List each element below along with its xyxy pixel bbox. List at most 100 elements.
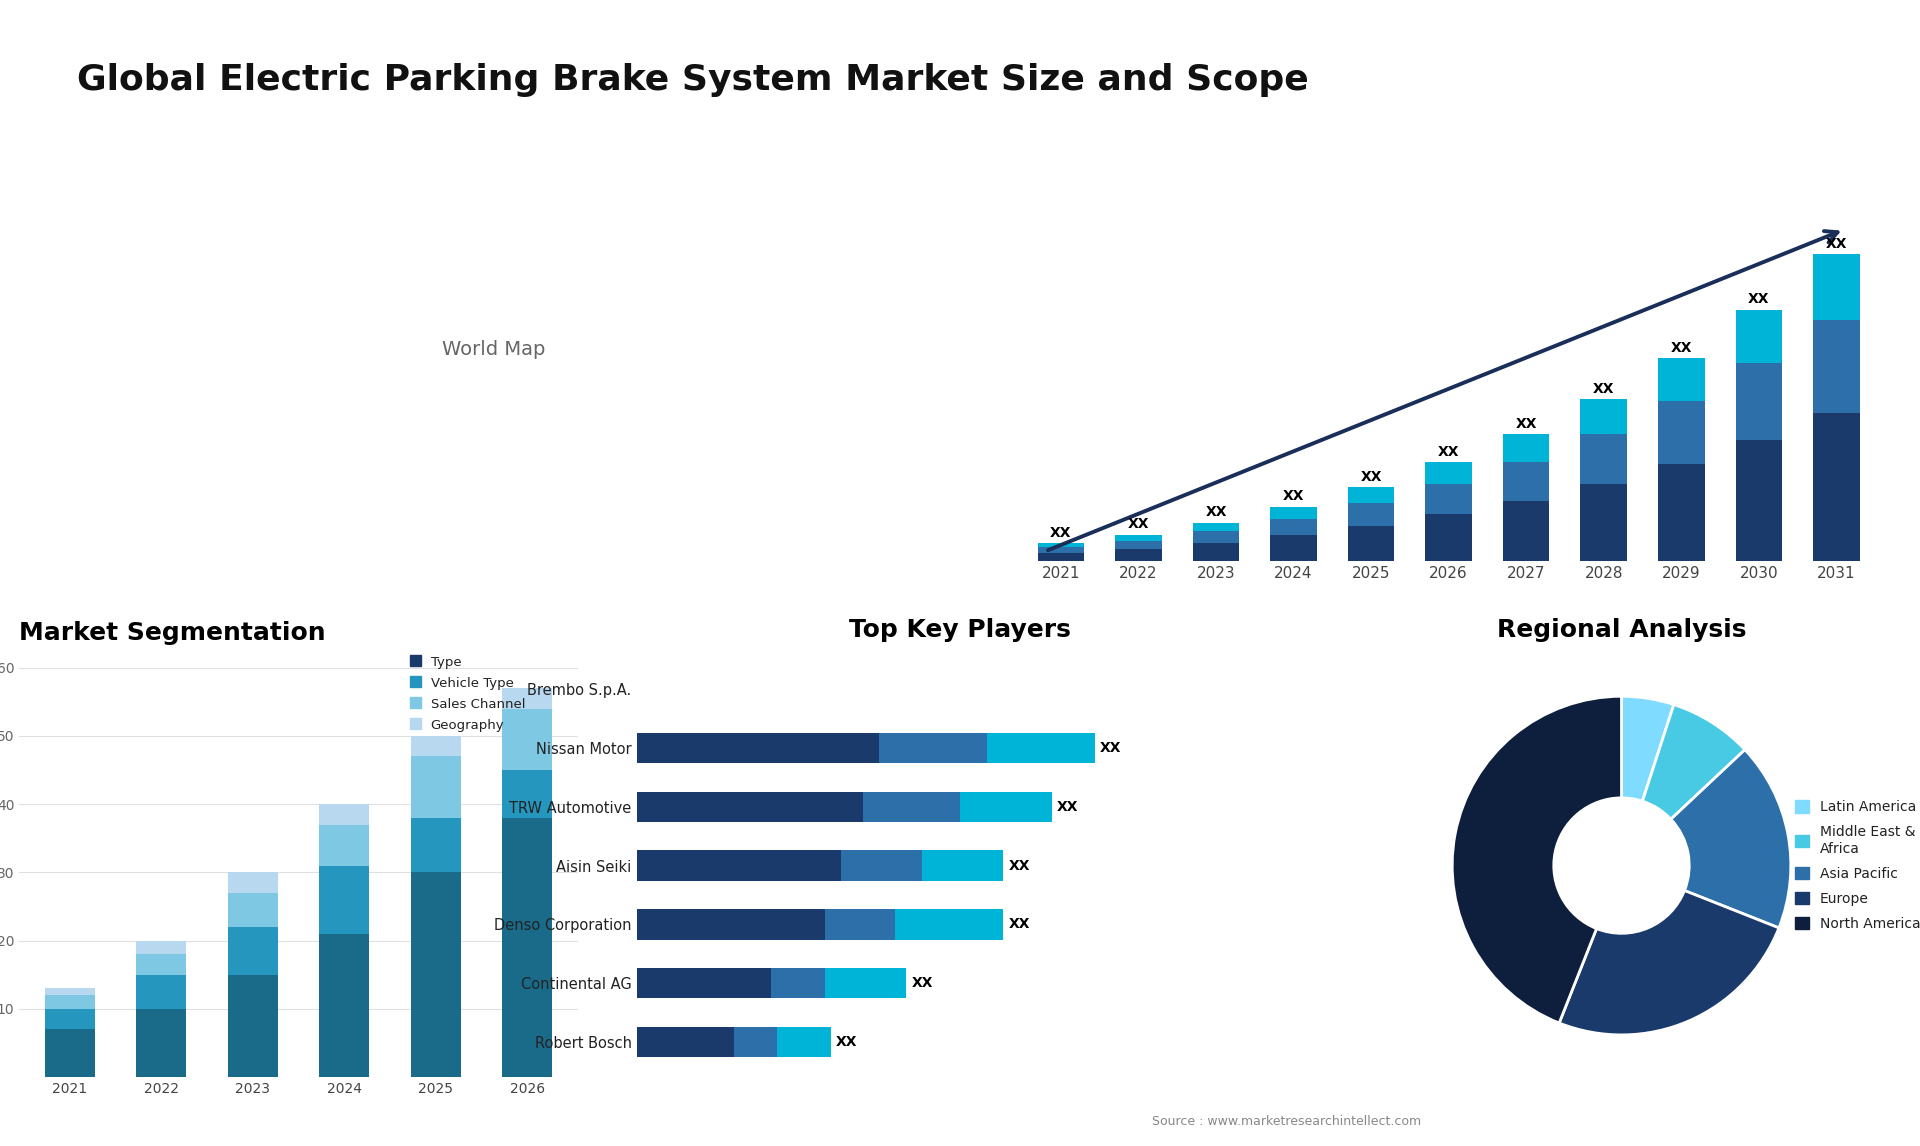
Bar xyxy=(922,850,1002,881)
Bar xyxy=(44,996,94,1008)
Bar xyxy=(136,941,186,955)
Bar xyxy=(1659,401,1705,464)
Bar xyxy=(637,732,879,763)
Bar xyxy=(1659,464,1705,560)
Text: XX: XX xyxy=(1283,489,1304,503)
Bar xyxy=(44,1029,94,1077)
Bar xyxy=(637,850,841,881)
Text: XX: XX xyxy=(1361,470,1382,484)
Title: Regional Analysis: Regional Analysis xyxy=(1498,619,1747,642)
Bar xyxy=(841,850,922,881)
Bar xyxy=(228,927,278,975)
Bar xyxy=(1037,552,1085,560)
Bar xyxy=(411,872,461,1077)
Bar xyxy=(1037,548,1085,552)
Bar xyxy=(319,804,369,825)
Text: XX: XX xyxy=(1058,800,1079,814)
Bar xyxy=(1503,434,1549,462)
Bar xyxy=(1503,501,1549,560)
Text: World Map: World Map xyxy=(442,339,545,359)
Text: Market Segmentation: Market Segmentation xyxy=(19,621,326,645)
Bar xyxy=(319,934,369,1077)
Bar xyxy=(44,989,94,996)
Bar xyxy=(826,968,906,998)
Bar xyxy=(1271,519,1317,535)
Text: XX: XX xyxy=(1050,526,1071,540)
Bar xyxy=(1192,532,1238,543)
Bar xyxy=(1037,543,1085,548)
Bar xyxy=(1192,543,1238,560)
Bar xyxy=(895,909,1002,940)
Bar xyxy=(228,872,278,893)
Bar xyxy=(1116,541,1162,549)
Text: XX: XX xyxy=(1008,918,1029,932)
Bar xyxy=(1116,535,1162,541)
Bar xyxy=(411,818,461,872)
Text: XX: XX xyxy=(912,976,933,990)
Bar xyxy=(411,756,461,818)
Bar xyxy=(960,792,1052,822)
Text: XX: XX xyxy=(835,1035,858,1049)
Bar xyxy=(1425,513,1473,560)
Bar xyxy=(1580,484,1626,560)
Bar xyxy=(1580,434,1626,484)
Bar xyxy=(1348,526,1394,560)
Bar xyxy=(1503,462,1549,501)
Text: XX: XX xyxy=(1100,741,1121,755)
Bar xyxy=(1736,309,1782,363)
Legend: Type, Vehicle Type, Sales Channel, Geography: Type, Vehicle Type, Sales Channel, Geogr… xyxy=(405,652,530,736)
Bar xyxy=(411,736,461,756)
Text: Source : www.marketresearchintellect.com: Source : www.marketresearchintellect.com xyxy=(1152,1115,1421,1129)
Bar xyxy=(319,825,369,865)
Bar xyxy=(987,732,1094,763)
Bar xyxy=(44,1008,94,1029)
Text: XX: XX xyxy=(1127,517,1150,532)
Bar xyxy=(228,975,278,1077)
Bar xyxy=(1659,358,1705,401)
Bar xyxy=(1736,440,1782,560)
Wedge shape xyxy=(1670,749,1791,928)
Bar xyxy=(1812,320,1860,414)
Bar xyxy=(1348,503,1394,526)
Bar xyxy=(879,732,987,763)
Title: Top Key Players: Top Key Players xyxy=(849,619,1071,642)
Bar xyxy=(862,792,960,822)
Text: XX: XX xyxy=(1515,417,1538,431)
Bar xyxy=(1425,484,1473,513)
Wedge shape xyxy=(1642,705,1745,819)
Bar xyxy=(826,909,895,940)
Bar xyxy=(1192,523,1238,532)
Text: XX: XX xyxy=(1670,340,1692,354)
Bar xyxy=(637,1027,733,1058)
Text: Global Electric Parking Brake System Market Size and Scope: Global Electric Parking Brake System Mar… xyxy=(77,63,1309,97)
Bar xyxy=(1116,549,1162,560)
Bar xyxy=(1271,507,1317,519)
Text: XX: XX xyxy=(1747,292,1770,306)
Text: XX: XX xyxy=(1206,505,1227,519)
Bar xyxy=(503,688,553,708)
Bar xyxy=(637,909,826,940)
Bar xyxy=(1812,254,1860,320)
Bar xyxy=(503,818,553,1077)
Wedge shape xyxy=(1452,697,1622,1023)
Text: XX: XX xyxy=(1008,858,1029,872)
Bar xyxy=(1271,535,1317,560)
Bar xyxy=(136,975,186,1008)
Bar xyxy=(637,968,772,998)
Text: XX: XX xyxy=(1438,445,1459,460)
Bar xyxy=(136,1008,186,1077)
Text: XX: XX xyxy=(1826,237,1847,251)
Bar xyxy=(136,955,186,975)
Text: XX: XX xyxy=(1594,382,1615,397)
Bar xyxy=(1736,363,1782,440)
Bar xyxy=(1812,414,1860,560)
Bar xyxy=(772,968,826,998)
Bar xyxy=(778,1027,831,1058)
Bar xyxy=(1580,400,1626,434)
Wedge shape xyxy=(1559,890,1780,1035)
Legend: Latin America, Middle East &
Africa, Asia Pacific, Europe, North America: Latin America, Middle East & Africa, Asi… xyxy=(1789,794,1920,936)
Bar xyxy=(1425,462,1473,484)
Bar xyxy=(1348,487,1394,503)
Bar xyxy=(503,770,553,818)
Wedge shape xyxy=(1622,697,1674,801)
